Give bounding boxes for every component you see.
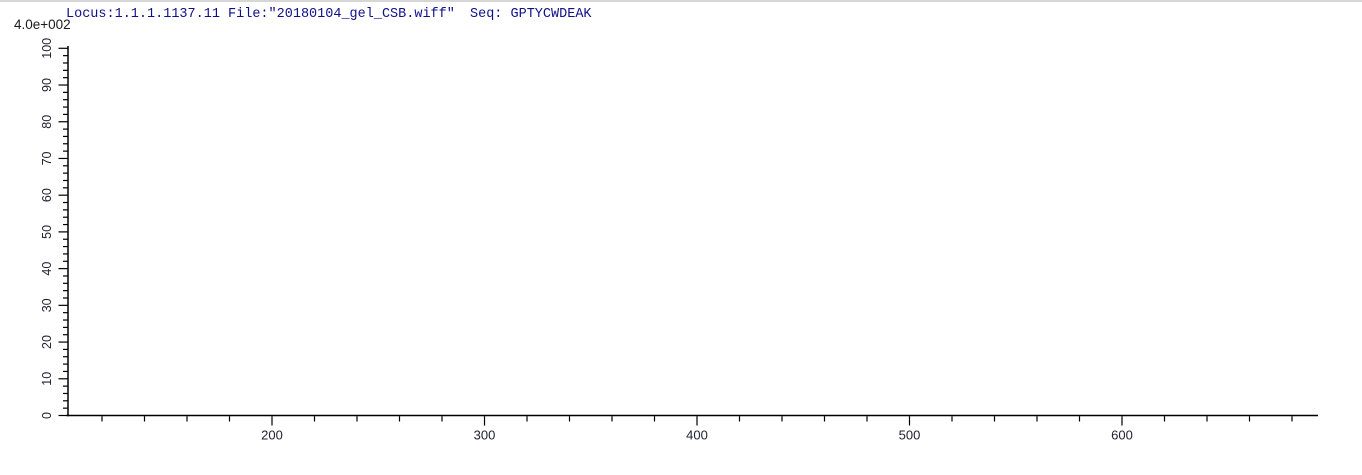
y-tick-label: 80 — [40, 115, 54, 129]
y-tick-label: 90 — [40, 78, 54, 92]
y-tick-label: 10 — [40, 372, 54, 386]
x-tick-label: 600 — [1111, 428, 1133, 443]
x-tick-label: 400 — [686, 428, 708, 443]
y-tick-label: 30 — [40, 298, 54, 312]
y-tick-label: 0 — [40, 412, 54, 419]
y-tick-label: 70 — [40, 151, 54, 165]
x-tick-label: 500 — [899, 428, 921, 443]
y-tick-label: 20 — [40, 335, 54, 349]
x-tick-label: 300 — [474, 428, 496, 443]
y-tick-label: 50 — [40, 225, 54, 239]
x-tick-label: 200 — [261, 428, 283, 443]
intensity-scale-label: 4.0e+002 — [14, 17, 71, 32]
y-tick-label: 60 — [40, 188, 54, 202]
y-tick-label: 100 — [40, 38, 54, 59]
sequence-label: Seq: GPTYCWDEAK — [470, 7, 592, 22]
locus-file-label: Locus:1.1.1.1137.11 File:"20180104_gel_C… — [66, 7, 455, 22]
y-tick-label: 40 — [40, 262, 54, 276]
